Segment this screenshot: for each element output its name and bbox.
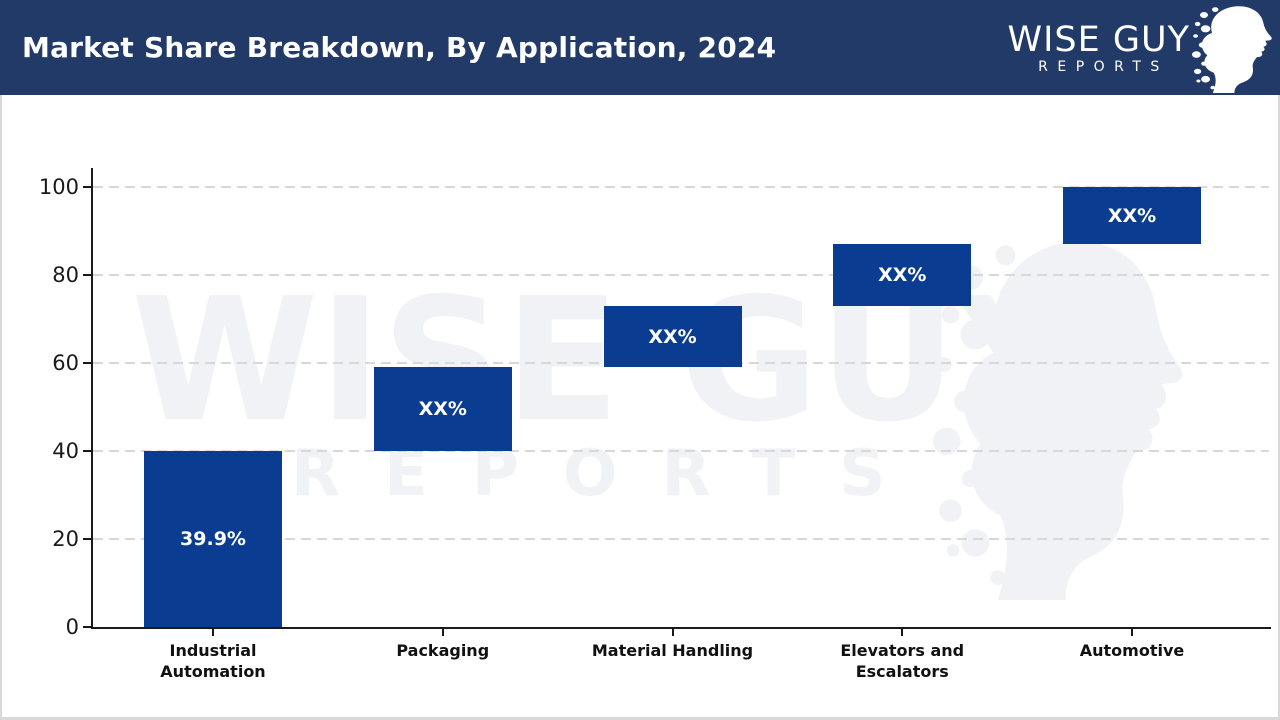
x-category-label: Industrial Automation [160, 641, 266, 681]
bar-label: 39.9% [180, 528, 246, 551]
y-tick-label: 60 [52, 351, 79, 375]
header: Market Share Breakdown, By Application, … [0, 0, 1280, 95]
x-category-label: Automotive [1079, 641, 1185, 660]
y-tick [83, 538, 91, 540]
bar-label: XX% [1107, 204, 1157, 227]
wiseguy-face-icon [1192, 3, 1272, 93]
x-tick [212, 629, 214, 636]
y-tick [83, 362, 91, 364]
y-tick-label: 80 [52, 263, 79, 287]
x-axis [91, 627, 1271, 629]
bar: 39.9% [144, 451, 282, 627]
bar: XX% [373, 367, 512, 452]
x-tick [1131, 629, 1133, 636]
x-category-label: Packaging [396, 641, 490, 660]
y-tick-label: 40 [52, 439, 79, 463]
logo-wordmark-line2: REPORTS [1038, 58, 1169, 75]
gridline [93, 274, 1269, 276]
y-axis [91, 168, 93, 629]
y-tick [83, 626, 91, 628]
watermark-text-reports: REPORTS [291, 437, 930, 511]
bar: XX% [603, 305, 742, 368]
y-tick [83, 186, 91, 188]
bar-label: XX% [878, 263, 927, 286]
y-tick [83, 274, 91, 276]
logo-wordmark: WISE GUY REPORTS [1007, 22, 1190, 76]
x-tick [441, 629, 444, 636]
y-tick-label: 100 [38, 175, 79, 199]
bar: XX% [1063, 187, 1201, 245]
bar: XX% [833, 244, 972, 306]
x-category-label: Elevators and Escalators [840, 641, 965, 681]
x-category-label: Material Handling [591, 641, 754, 660]
x-tick [671, 629, 674, 636]
gridline [93, 450, 1269, 452]
x-tick [901, 629, 904, 636]
logo-wordmark-line1: WISE GUY [1007, 19, 1190, 60]
bar-label: XX% [418, 398, 467, 421]
gridline [93, 538, 1269, 540]
y-tick [83, 450, 91, 452]
y-tick-label: 0 [65, 615, 79, 639]
page-title: Market Share Breakdown, By Application, … [22, 31, 777, 64]
chart-plot-area: WISE GUY REPORTS 0 20 40 60 80 100 39.9% Indust… [39, 168, 1271, 681]
gridline [93, 186, 1269, 188]
wiseguy-logo: WISE GUY REPORTS [1007, 0, 1272, 95]
bar-label: XX% [648, 325, 697, 348]
y-tick-label: 20 [52, 527, 79, 551]
